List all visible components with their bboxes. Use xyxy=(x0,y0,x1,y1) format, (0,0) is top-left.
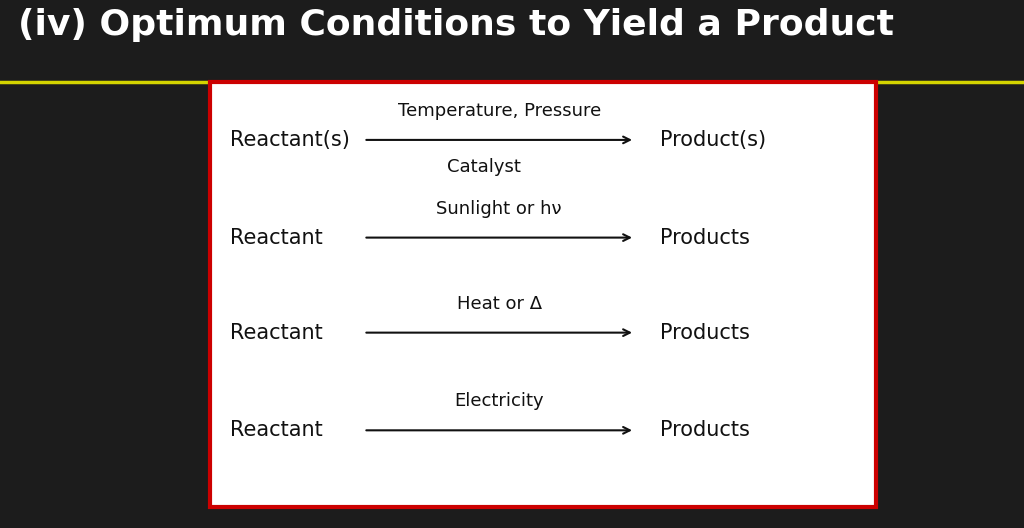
Text: Product(s): Product(s) xyxy=(660,130,766,150)
Text: Products: Products xyxy=(660,228,751,248)
Text: Reactant: Reactant xyxy=(230,323,324,343)
Text: Reactant: Reactant xyxy=(230,228,324,248)
Text: Catalyst: Catalyst xyxy=(447,158,521,176)
Text: Temperature, Pressure: Temperature, Pressure xyxy=(397,102,601,120)
Text: Electricity: Electricity xyxy=(455,392,544,410)
Text: Heat or Δ: Heat or Δ xyxy=(457,295,542,313)
Text: (iv) Optimum Conditions to Yield a Product: (iv) Optimum Conditions to Yield a Produ… xyxy=(18,8,894,42)
Text: Reactant: Reactant xyxy=(230,420,324,440)
Bar xyxy=(210,82,876,507)
Text: Reactant(s): Reactant(s) xyxy=(230,130,350,150)
Text: Sunlight or hν: Sunlight or hν xyxy=(436,200,562,218)
Text: Products: Products xyxy=(660,420,751,440)
Text: Products: Products xyxy=(660,323,751,343)
